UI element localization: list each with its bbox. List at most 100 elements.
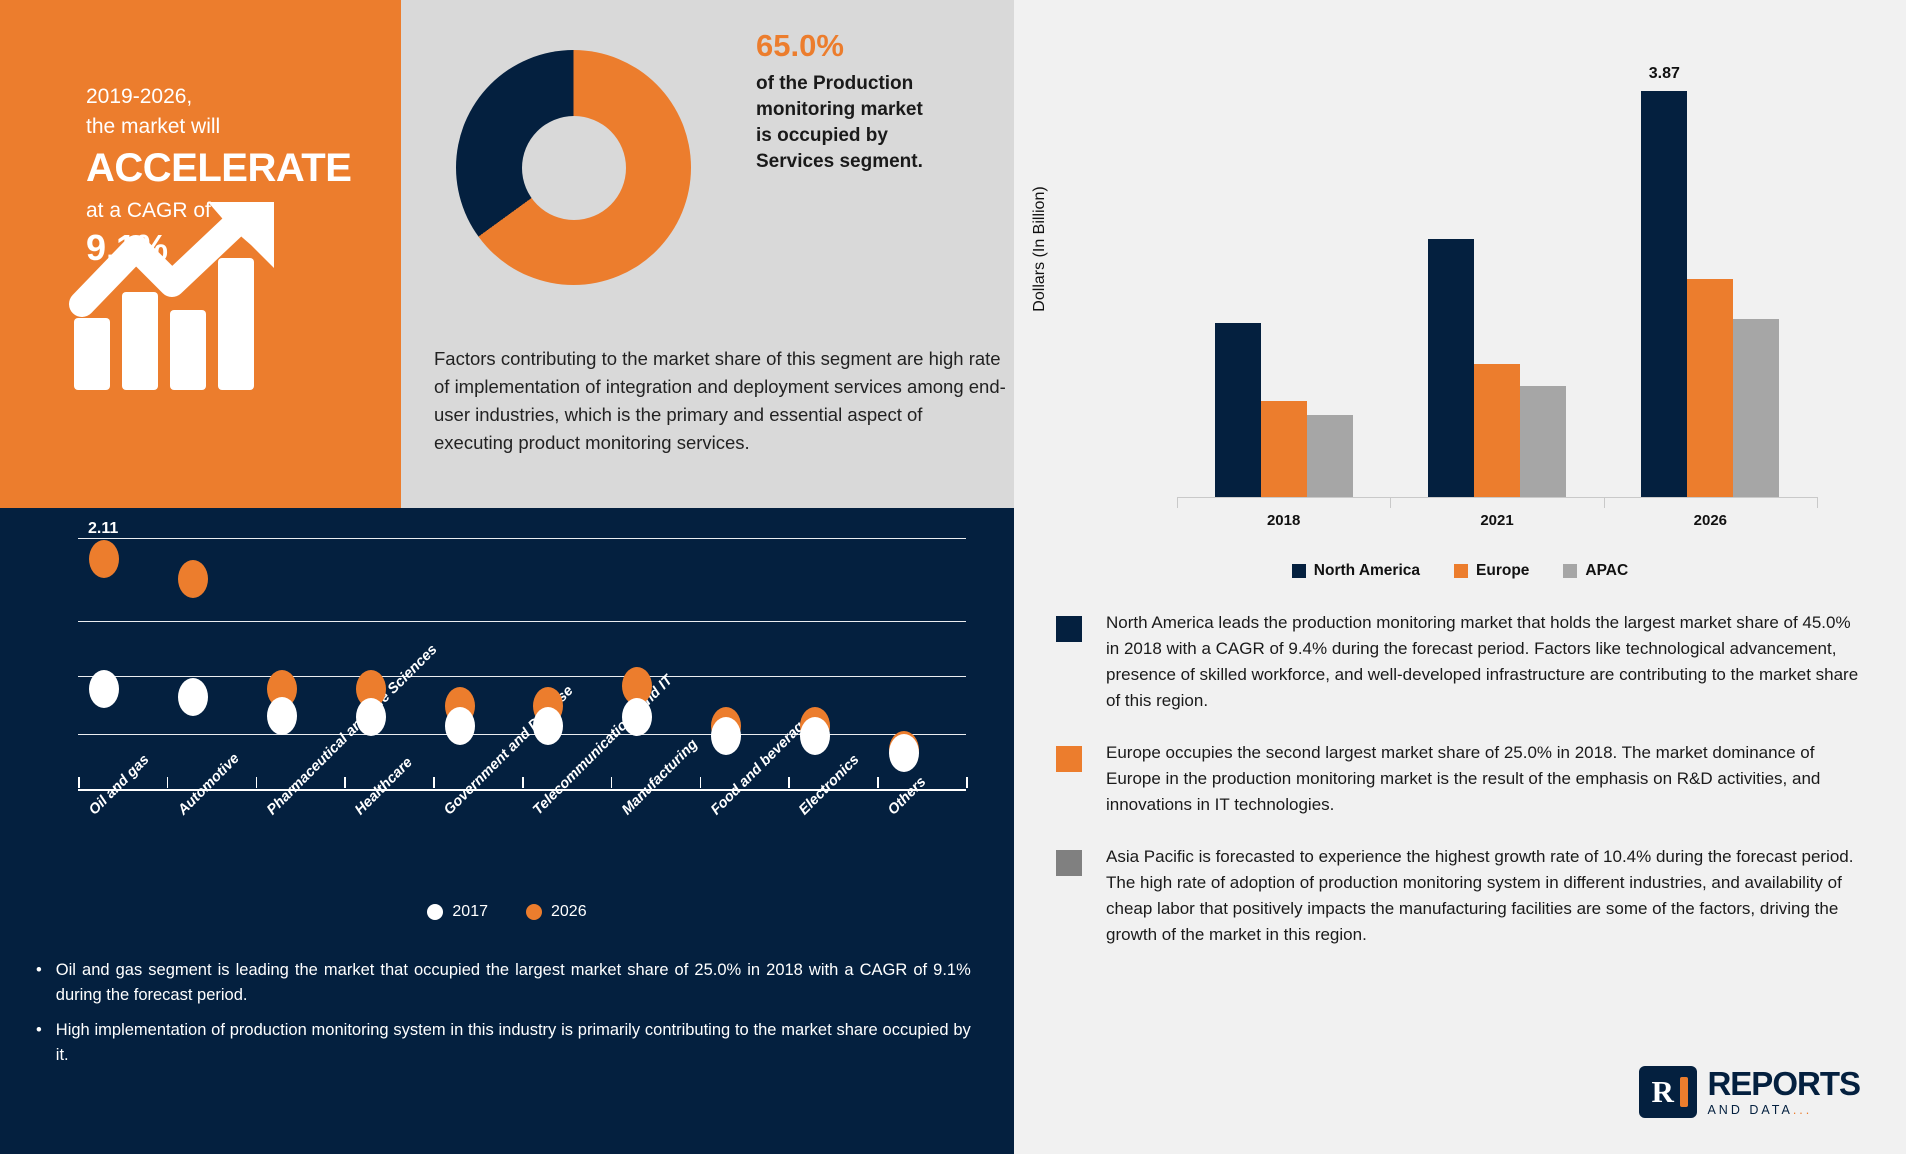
dot-plot-max-label: 2.11: [88, 520, 119, 537]
accelerate-panel: 2019-2026, the market will ACCELERATE at…: [0, 0, 401, 508]
note-swatch-apac: [1056, 850, 1082, 876]
axis-label-2021: 2021: [1480, 512, 1514, 529]
dot-marker-2017: [711, 716, 741, 755]
segment-desc-line-3: is occupied by: [756, 125, 888, 146]
dot-marker-2017: [444, 706, 475, 745]
dot-plot-legend: 2017 2026: [0, 903, 1014, 921]
logo-accent-bar-icon: [1680, 1077, 1689, 1107]
axis-label-2026: 2026: [1693, 512, 1728, 529]
axis-tick: [1817, 497, 1818, 508]
dot-marker-2017: [178, 678, 209, 717]
note-swatch-europe: [1056, 746, 1082, 772]
accelerate-cagr-label: at a CAGR of: [86, 199, 211, 222]
region-notes: North America leads the production monit…: [1014, 610, 1906, 974]
dot-plot-x-axis: [78, 789, 966, 791]
segment-stat-block: 65.0% of the Production monitoring marke…: [756, 25, 996, 175]
bar-chart-x-axis: [1177, 497, 1817, 498]
legend-swatch-europe: [1454, 564, 1469, 578]
legend-item-north-america: North America: [1291, 562, 1421, 580]
dot-marker-2017: [355, 697, 386, 736]
bar-apac-2021: [1520, 385, 1566, 497]
logo-tagline-dots: ...: [1792, 1103, 1813, 1117]
list-item: Europe occupies the second largest marke…: [1014, 740, 1906, 818]
axis-tick: [610, 777, 613, 788]
axis-label-category: Manufacturing: [618, 736, 701, 819]
bar-value-label: 3.87: [1648, 65, 1680, 83]
dot-marker-2017: [622, 697, 653, 736]
bullet-text: Oil and gas segment is leading the marke…: [55, 961, 971, 1004]
list-item: North America leads the production monit…: [1014, 610, 1906, 714]
accelerate-period: 2019-2026,: [86, 85, 193, 108]
bar-north-america-2021: [1428, 239, 1474, 497]
gridline: [78, 733, 966, 735]
dot-marker-2017: [533, 706, 564, 745]
axis-label-category: Electronics: [796, 751, 863, 819]
segment-desc-line-1: of the Production: [756, 73, 914, 94]
dot-marker-2026: [178, 560, 209, 599]
legend-label-north-america: North America: [1313, 562, 1421, 579]
dot-marker-2017: [89, 669, 120, 708]
note-swatch-north-america: [1056, 616, 1082, 642]
gridline: [78, 620, 966, 622]
note-text-north-america: North America leads the production monit…: [1106, 613, 1859, 710]
accelerate-lead: the market will: [86, 115, 221, 138]
segment-description: of the Production monitoring market is o…: [756, 71, 996, 175]
bar-apac-2018: [1306, 415, 1353, 497]
axis-tick: [78, 777, 80, 788]
axis-label-2018: 2018: [1266, 512, 1301, 529]
segment-panel: 65.0% of the Production monitoring marke…: [401, 0, 1014, 508]
bar-chart-legend: North America Europe APAC: [1014, 562, 1906, 580]
legend-swatch-2017: [427, 904, 444, 920]
axis-label-category: Automotive: [174, 750, 243, 819]
dot-marker-2017: [267, 696, 297, 735]
regional-bar-chart: Dollars (In Billion) 3.87 2018 2021 2026 N…: [1014, 0, 1906, 600]
axis-tick: [1390, 497, 1392, 508]
bar-europe-2018: [1260, 400, 1307, 497]
note-text-europe: Europe occupies the second largest marke…: [1106, 743, 1821, 814]
legend-item-apac: APAC: [1563, 562, 1628, 580]
bar-chart-plot-area: 3.87: [1177, 46, 1817, 497]
gridline: [78, 538, 966, 539]
segment-paragraph: Factors contributing to the market share…: [434, 348, 1006, 453]
axis-tick: [699, 777, 702, 788]
segment-donut-chart: [456, 50, 691, 285]
growth-arrow-bars-icon: [69, 202, 274, 390]
bar-north-america-2026: [1641, 91, 1688, 497]
note-text-apac: Asia Pacific is forecasted to experience…: [1106, 847, 1854, 944]
dot-marker-2026: [89, 539, 120, 578]
logo-wordmark: REPORTS: [1707, 1065, 1861, 1102]
legend-label-2026: 2026: [551, 903, 587, 920]
legend-swatch-apac: [1563, 564, 1578, 578]
end-user-bullets: • Oil and gas segment is leading the mar…: [36, 958, 986, 1078]
legend-label-apac: APAC: [1585, 562, 1629, 579]
end-user-dot-plot: 2.11 2017 2026 Oil and gas Automotive Phar…: [0, 508, 1014, 1154]
bar-chart-y-axis-title: Dollars (In Billion): [1031, 186, 1048, 312]
legend-swatch-2026: [526, 904, 542, 920]
dot-marker-2017: [799, 716, 830, 755]
bullet-text: High implementation of production monito…: [55, 1021, 971, 1064]
reports-and-data-logo[interactable]: R REPORTS AND DATA...: [1639, 1065, 1861, 1118]
bullet-marker: •: [36, 961, 42, 979]
axis-label-category: Others: [885, 773, 930, 819]
logo-tagline: AND DATA...: [1707, 1103, 1860, 1117]
list-item: Asia Pacific is forecasted to experience…: [1014, 844, 1906, 948]
axis-label-category: Healthcare: [352, 754, 417, 819]
axis-label-category: Oil and gas: [86, 751, 153, 819]
end-user-panel: 2.11 2017 2026 Oil and gas Automotive Phar…: [0, 508, 1014, 1154]
list-item: • Oil and gas segment is leading the mar…: [36, 958, 986, 1008]
axis-tick: [788, 777, 790, 788]
segment-desc-line-2: monitoring market: [756, 99, 923, 120]
bar-apac-2026: [1733, 318, 1780, 497]
axis-tick: [166, 777, 169, 788]
dot-marker-2017: [888, 733, 919, 772]
axis-tick: [1603, 497, 1605, 508]
axis-tick: [522, 777, 524, 788]
axis-tick: [877, 777, 879, 788]
legend-item-2026: 2026: [526, 903, 587, 921]
list-item: • High implementation of production moni…: [36, 1018, 986, 1068]
legend-swatch-north-america: [1291, 564, 1306, 578]
logo-tagline-text: AND DATA: [1707, 1103, 1793, 1117]
bar-europe-2021: [1474, 363, 1520, 497]
logo-letter: R: [1651, 1074, 1674, 1109]
